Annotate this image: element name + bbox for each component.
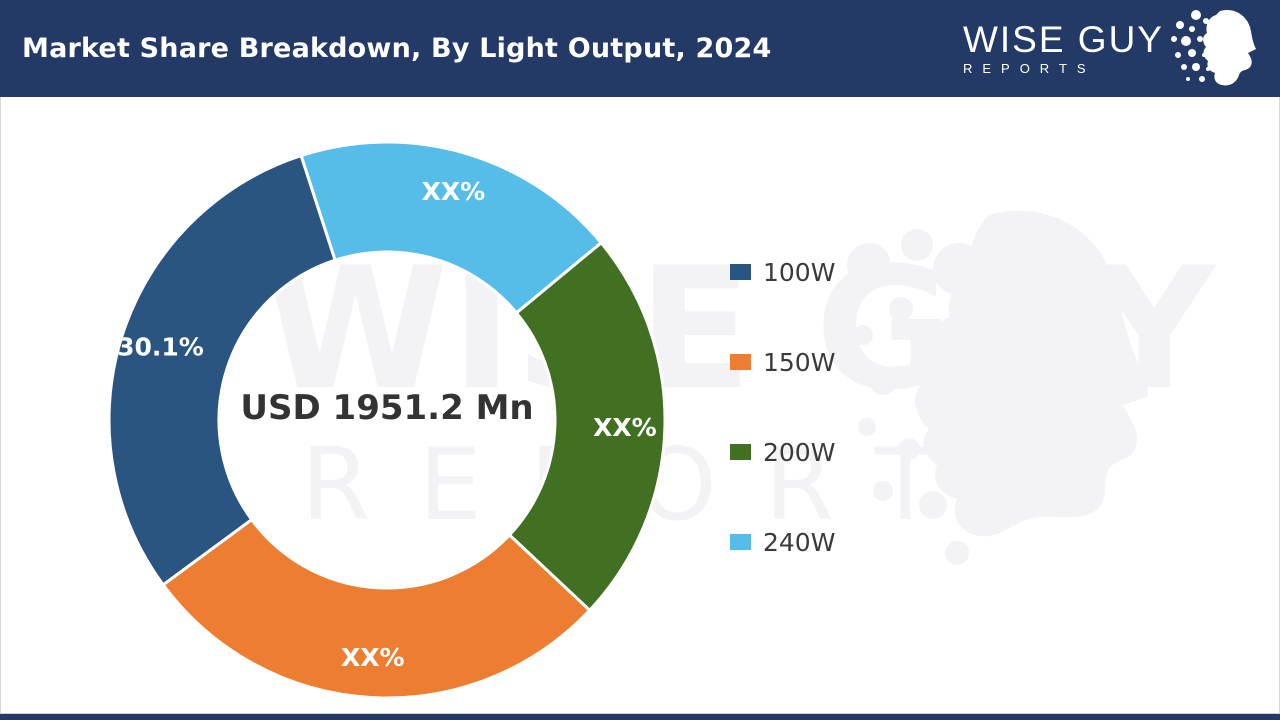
legend-label-100W: 100W — [763, 257, 836, 287]
legend-swatch-200W — [730, 444, 751, 460]
donut-segment-240W — [299, 140, 604, 316]
legend-item-240W: 240W — [730, 527, 836, 557]
legend-item-150W: 150W — [730, 347, 836, 377]
legend-item-100W: 100W — [730, 257, 836, 287]
watermark-reports: REPORTS — [301, 426, 1096, 543]
chart-canvas: WISE GUY REPORTS XX% XX% XX% 30.1% USD 1951.… — [0, 97, 1280, 714]
footer-bar — [0, 714, 1280, 720]
segment-value-label-150W: XX% — [341, 643, 405, 672]
logo-title-text: WISE GUY — [962, 19, 1164, 60]
segment-value-label-200W: XX% — [593, 413, 657, 442]
donut-segment-150W — [161, 517, 592, 700]
segment-value-label-100W: 30.1% — [117, 333, 204, 362]
donut-chart: XX% XX% XX% 30.1% USD 1951.2 Mn — [107, 140, 667, 700]
logo-subtitle-text: REPORTS — [962, 61, 1096, 76]
legend-swatch-240W — [730, 534, 751, 550]
watermark-face — [847, 210, 1148, 565]
legend-swatch-150W — [730, 354, 751, 370]
legend-swatch-100W — [730, 264, 751, 280]
donut-segment-200W — [507, 240, 667, 613]
page-title: Market Share Breakdown, By Light Output,… — [22, 33, 772, 64]
donut-center-value: USD 1951.2 Mn — [240, 388, 533, 428]
legend-label-200W: 200W — [763, 437, 836, 467]
header: Market Share Breakdown, By Light Output,… — [0, 0, 1280, 97]
wiseguy-logo: WISE GUY REPORTS — [963, 7, 1258, 91]
donut-segment-100W — [107, 153, 337, 587]
legend-item-200W: 200W — [730, 437, 836, 467]
segment-value-label-240W: XX% — [422, 177, 486, 206]
logo-face-icon — [1171, 9, 1256, 85]
logo-wordmark: WISE GUY REPORTS — [963, 21, 1164, 76]
legend-label-240W: 240W — [763, 527, 836, 557]
chart-legend: 100W 150W 200W 240W — [730, 258, 835, 618]
legend-label-150W: 150W — [763, 347, 836, 377]
